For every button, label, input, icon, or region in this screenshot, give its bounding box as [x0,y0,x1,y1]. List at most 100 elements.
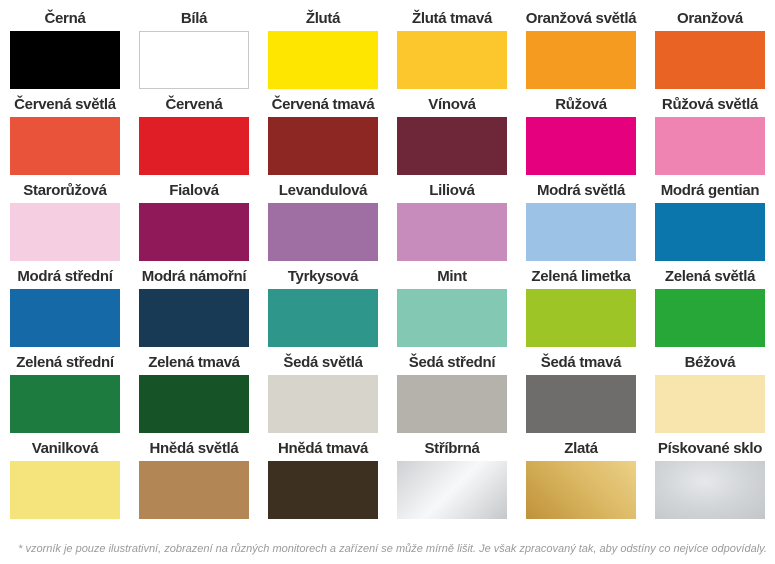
swatch-cell: Oranžová světlá [525,3,637,89]
swatch-label: Žlutá tmavá [411,10,493,27]
swatch-label: Šedá střední [408,354,496,371]
swatch-color [526,289,636,347]
swatch-label: Mint [437,268,467,285]
swatch-label: Levandulová [278,182,368,199]
swatch-color [655,203,765,261]
swatch-label: Červená světlá [14,96,116,113]
swatch-color [397,117,507,175]
swatch-color [10,375,120,433]
swatch-color [10,203,120,261]
swatch-cell: Šedá tmavá [526,347,636,433]
swatch-color [268,203,378,261]
swatch-label: Šedá světlá [283,354,363,371]
swatch-cell: Hnědá světlá [139,433,249,519]
swatch-cell: Fialová [139,175,249,261]
swatch-label: Hnědá světlá [149,440,239,457]
swatch-color [526,375,636,433]
swatch-cell: Zlatá [526,433,636,519]
swatch-cell: Červená [139,89,249,175]
swatch-color [139,31,249,89]
swatch-cell: Žlutá tmavá [397,3,507,89]
swatch-cell: Tyrkysová [268,261,378,347]
swatch-color [139,375,249,433]
swatch-cell: Červená tmavá [268,89,378,175]
swatch-color [526,203,636,261]
swatch-cell: Růžová světlá [655,89,765,175]
swatch-label: Zelená světlá [664,268,756,285]
swatch-label: Hnědá tmavá [277,440,369,457]
swatch-cell: Levandulová [268,175,378,261]
swatch-cell: Starorůžová [10,175,120,261]
swatch-cell: Zelená střední [10,347,120,433]
swatch-label: Modrá gentian [660,182,760,199]
swatch-cell: Šedá střední [397,347,507,433]
swatch-cell: Zelená světlá [655,261,765,347]
swatch-label: Tyrkysová [287,268,359,285]
swatch-color [10,31,120,89]
swatch-grid: Černá Bílá Žlutá Žlutá tmavá Oranžová světlá… [10,3,765,519]
swatch-label: Béžová [684,354,736,371]
swatch-label: Červená [165,96,223,113]
swatch-cell: Růžová [526,89,636,175]
swatch-cell: Žlutá [268,3,378,89]
swatch-label: Zlatá [564,440,598,457]
swatch-color [139,117,249,175]
swatch-label: Růžová [555,96,607,113]
swatch-label: Vanilková [31,440,99,457]
swatch-color [10,289,120,347]
swatch-label: Oranžová světlá [525,10,637,27]
swatch-color [268,289,378,347]
swatch-cell: Černá [10,3,120,89]
swatch-label: Zelená tmavá [148,354,240,371]
swatch-color [139,461,249,519]
swatch-cell: Zelená tmavá [139,347,249,433]
swatch-color [655,461,765,519]
swatch-label: Oranžová [677,10,743,27]
swatch-label: Růžová světlá [661,96,759,113]
swatch-color [10,117,120,175]
swatch-cell: Bílá [139,3,249,89]
swatch-cell: Červená světlá [10,89,120,175]
swatch-color [655,289,765,347]
swatch-label: Liliová [429,182,475,199]
swatch-label: Žlutá [305,10,341,27]
swatch-color [526,31,636,89]
swatch-color [268,31,378,89]
swatch-label: Červená tmavá [271,96,375,113]
swatch-label: Bílá [180,10,208,27]
swatch-color [139,203,249,261]
swatch-color [397,31,507,89]
disclaimer-footnote: * vzorník je pouze ilustrativní, zobraze… [18,543,767,555]
swatch-label: Modrá námořní [141,268,247,285]
swatch-cell: Vanilková [10,433,120,519]
swatch-cell: Hnědá tmavá [268,433,378,519]
swatch-label: Zelená limetka [531,268,631,285]
swatch-color [526,117,636,175]
swatch-cell: Modrá gentian [655,175,765,261]
swatch-cell: Béžová [655,347,765,433]
swatch-color [397,461,507,519]
swatch-label: Modrá světlá [536,182,626,199]
swatch-color [268,461,378,519]
swatch-color [139,289,249,347]
swatch-cell: Oranžová [655,3,765,89]
swatch-label: Stříbrná [424,440,480,457]
swatch-cell: Liliová [397,175,507,261]
swatch-color [10,461,120,519]
swatch-color [526,461,636,519]
swatch-label: Modrá střední [17,268,113,285]
swatch-color [397,375,507,433]
swatch-color [655,117,765,175]
swatch-label: Starorůžová [23,182,107,199]
swatch-cell: Šedá světlá [268,347,378,433]
swatch-color [397,289,507,347]
swatch-label: Zelená střední [16,354,114,371]
swatch-cell: Pískované sklo [655,433,765,519]
swatch-label: Šedá tmavá [540,354,622,371]
swatch-color [268,117,378,175]
swatch-label: Vínová [428,96,476,113]
swatch-label: Pískované sklo [657,440,763,457]
swatch-cell: Modrá světlá [526,175,636,261]
swatch-cell: Zelená limetka [526,261,636,347]
